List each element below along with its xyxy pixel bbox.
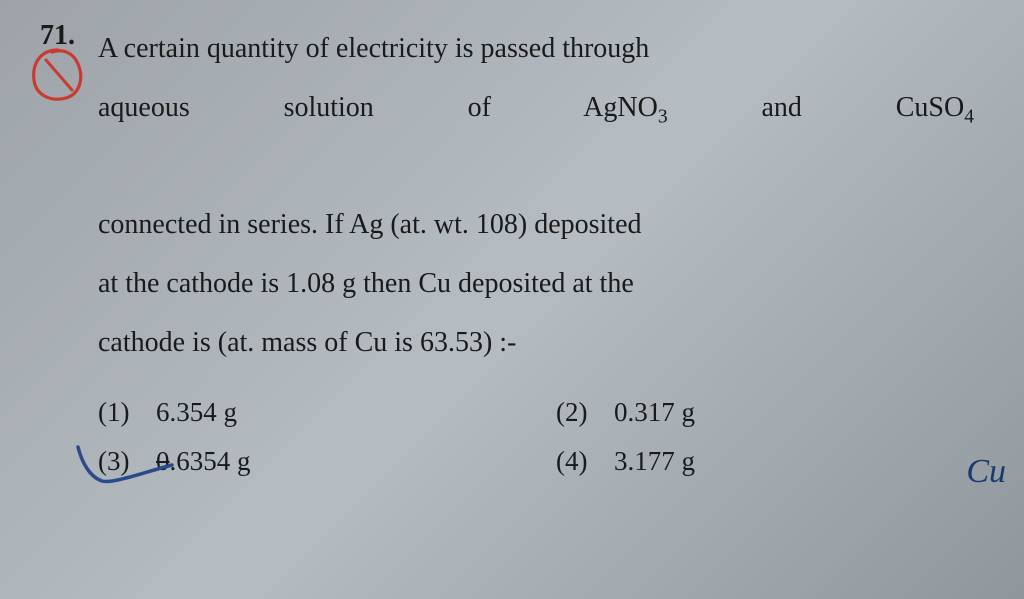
question-line-5: cathode is (at. mass of Cu is 63.53) :-	[98, 314, 974, 373]
question-line-4: at the cathode is 1.08 g then Cu deposit…	[98, 255, 974, 314]
question-number: 71.	[40, 20, 75, 51]
option-1-value: 6.354 g	[156, 397, 237, 428]
question-number-block: 71.	[40, 20, 80, 52]
question-line-2: aqueous solution of AgNO3 and CuSO4	[98, 79, 974, 197]
question-line-3: connected in series. If Ag (at. wt. 108)…	[98, 196, 974, 255]
option-3: (3) 0.6354 g	[98, 446, 516, 477]
options-grid: (1) 6.354 g (2) 0.317 g (3) 0.6354 g (4)…	[98, 397, 974, 477]
question-header: 71. A certain quantity of electricity is…	[40, 20, 974, 373]
question-line-1: A certain quantity of electricity is pas…	[98, 20, 974, 79]
option-3-label: (3)	[98, 446, 146, 477]
option-1: (1) 6.354 g	[98, 397, 516, 428]
question-text: A certain quantity of electricity is pas…	[98, 20, 974, 373]
option-4-label: (4)	[556, 446, 604, 477]
option-4-value: 3.177 g	[614, 446, 695, 477]
red-pen-circle-annotation	[28, 44, 88, 106]
option-2-value: 0.317 g	[614, 397, 695, 428]
handwritten-corner-annotation: Cu	[966, 453, 1006, 491]
option-1-label: (1)	[98, 397, 146, 428]
option-2-label: (2)	[556, 397, 604, 428]
question-page: 71. A certain quantity of electricity is…	[0, 0, 1024, 497]
option-2: (2) 0.317 g	[556, 397, 974, 428]
option-4: (4) 3.177 g	[556, 446, 974, 477]
